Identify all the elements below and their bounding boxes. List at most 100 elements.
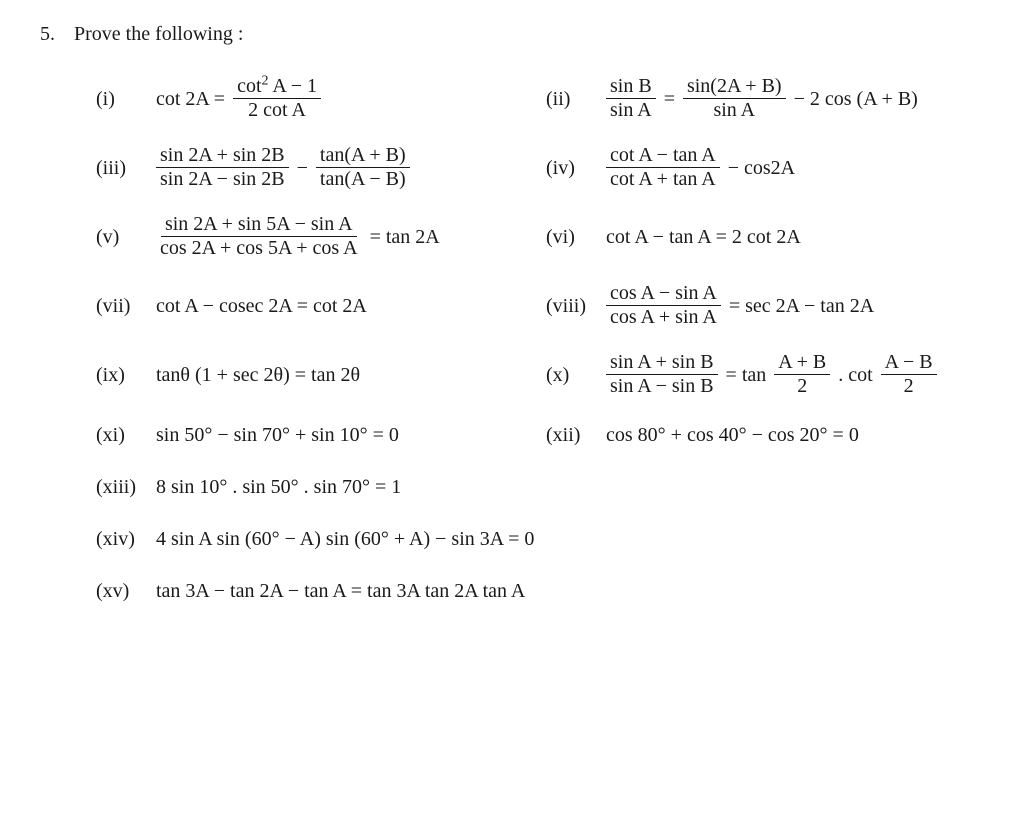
text-segment: cot 2A =	[156, 85, 225, 113]
fraction: cot2 A − 12 cot A	[233, 76, 321, 121]
expression: 4 sin A sin (60° − A) sin (60° + A) − si…	[152, 525, 538, 553]
item-roman: (vi)	[546, 223, 602, 251]
text-segment: cot A − tan A = 2 cot 2A	[606, 223, 801, 251]
pair-row: (ix)tanθ (1 + sec 2θ) = tan 2θ(x)sin A +…	[96, 352, 984, 397]
text-segment: 8 sin 10° . sin 50° . sin 70° = 1	[156, 473, 401, 501]
expression: cot A − tan A = 2 cot 2A	[602, 223, 805, 251]
expression: cot A − cosec 2A = cot 2A	[152, 292, 371, 320]
item-roman: (xv)	[96, 577, 152, 605]
text-segment: 4 sin A sin (60° − A) sin (60° + A) − si…	[156, 525, 534, 553]
fraction-numerator: cot A − tan A	[606, 145, 720, 168]
item-roman: (vii)	[96, 292, 152, 320]
problem-item: (xii)cos 80° + cos 40° − cos 20° = 0	[546, 421, 863, 449]
pair-row: (xiii)8 sin 10° . sin 50° . sin 70° = 1	[96, 473, 984, 501]
fraction-numerator: cos A − sin A	[606, 283, 721, 306]
fraction-denominator: tan(A − B)	[316, 168, 410, 190]
fraction-denominator: 2 cot A	[244, 99, 310, 121]
expression: tan 3A − tan 2A − tan A = tan 3A tan 2A …	[152, 577, 529, 605]
fraction-denominator: 2	[793, 375, 811, 397]
text-segment: = tan	[726, 361, 767, 389]
problem-item: (iv)cot A − tan Acot A + tan A − cos2A	[546, 145, 799, 190]
text-segment: =	[664, 85, 675, 113]
fraction: cos A − sin Acos A + sin A	[606, 283, 721, 328]
problem-item: (xiv)4 sin A sin (60° − A) sin (60° + A)…	[96, 525, 984, 553]
question-header: 5. Prove the following :	[40, 20, 984, 48]
item-roman: (ii)	[546, 85, 602, 113]
fraction-numerator: A − B	[881, 352, 937, 375]
fraction-numerator: A + B	[774, 352, 830, 375]
problem-item: (xi)sin 50° − sin 70° + sin 10° = 0	[96, 421, 546, 449]
pair-row: (v)sin 2A + sin 5A − sin Acos 2A + cos 5…	[96, 214, 984, 259]
problem-item: (ix)tanθ (1 + sec 2θ) = tan 2θ	[96, 361, 546, 389]
item-roman: (i)	[96, 85, 152, 113]
question-number: 5.	[40, 20, 74, 48]
problem-item: (xiii)8 sin 10° . sin 50° . sin 70° = 1	[96, 473, 984, 501]
fraction-denominator: sin A − sin B	[606, 375, 718, 397]
fraction-denominator: sin A	[709, 99, 759, 121]
items-container: (i)cot 2A =cot2 A − 12 cot A(ii)sin Bsin…	[96, 76, 984, 605]
expression: sin 2A + sin 5A − sin Acos 2A + cos 5A +…	[152, 214, 444, 259]
pair-row: (vii)cot A − cosec 2A = cot 2A(viii)cos …	[96, 283, 984, 328]
problem-item: (x)sin A + sin Bsin A − sin B= tanA + B2…	[546, 352, 941, 397]
expression: cot A − tan Acot A + tan A − cos2A	[602, 145, 799, 190]
text-segment: cos 80° + cos 40° − cos 20° = 0	[606, 421, 859, 449]
item-roman: (xi)	[96, 421, 152, 449]
problem-item: (v)sin 2A + sin 5A − sin Acos 2A + cos 5…	[96, 214, 546, 259]
problem-item: (xv)tan 3A − tan 2A − tan A = tan 3A tan…	[96, 577, 984, 605]
expression: sin 50° − sin 70° + sin 10° = 0	[152, 421, 403, 449]
expression: 8 sin 10° . sin 50° . sin 70° = 1	[152, 473, 405, 501]
problem-item: (vii)cot A − cosec 2A = cot 2A	[96, 292, 546, 320]
text-segment: − 2 cos (A + B)	[794, 85, 918, 113]
item-roman: (xiv)	[96, 525, 152, 553]
expression: sin 2A + sin 2Bsin 2A − sin 2B−tan(A + B…	[152, 145, 414, 190]
text-segment: = sec 2A − tan 2A	[729, 292, 874, 320]
expression: cos 80° + cos 40° − cos 20° = 0	[602, 421, 863, 449]
fraction: sin 2A + sin 2Bsin 2A − sin 2B	[156, 145, 289, 190]
fraction-denominator: sin A	[606, 99, 656, 121]
fraction: sin(2A + B)sin A	[683, 76, 786, 121]
fraction-numerator: sin A + sin B	[606, 352, 718, 375]
problem-item: (ii)sin Bsin A=sin(2A + B)sin A− 2 cos (…	[546, 76, 922, 121]
pair-row: (xv)tan 3A − tan 2A − tan A = tan 3A tan…	[96, 577, 984, 605]
expression: cos A − sin Acos A + sin A = sec 2A − tan…	[602, 283, 878, 328]
fraction: A + B2	[774, 352, 830, 397]
item-roman: (viii)	[546, 292, 602, 320]
text-segment: tan 3A − tan 2A − tan A = tan 3A tan 2A …	[156, 577, 525, 605]
item-roman: (iii)	[96, 154, 152, 182]
fraction-numerator: tan(A + B)	[316, 145, 410, 168]
pair-row: (xi)sin 50° − sin 70° + sin 10° = 0(xii)…	[96, 421, 984, 449]
problem-item: (vi)cot A − tan A = 2 cot 2A	[546, 223, 805, 251]
problem-item: (iii)sin 2A + sin 2Bsin 2A − sin 2B−tan(…	[96, 145, 546, 190]
fraction: A − B2	[881, 352, 937, 397]
text-segment: tanθ (1 + sec 2θ) = tan 2θ	[156, 361, 360, 389]
expression: sin Bsin A=sin(2A + B)sin A− 2 cos (A + …	[602, 76, 922, 121]
pair-row: (iii)sin 2A + sin 2Bsin 2A − sin 2B−tan(…	[96, 145, 984, 190]
expression: tanθ (1 + sec 2θ) = tan 2θ	[152, 361, 364, 389]
fraction-numerator: sin 2A + sin 5A − sin A	[161, 214, 357, 237]
item-roman: (v)	[96, 223, 152, 251]
fraction-denominator: cos A + sin A	[606, 306, 721, 328]
fraction-numerator: cot2 A − 1	[233, 76, 321, 99]
fraction: sin 2A + sin 5A − sin Acos 2A + cos 5A +…	[156, 214, 362, 259]
fraction-numerator: sin 2A + sin 2B	[156, 145, 289, 168]
fraction: cot A − tan Acot A + tan A	[606, 145, 720, 190]
page: 5. Prove the following : (i)cot 2A = cot2…	[0, 0, 1024, 649]
pair-row: (xiv)4 sin A sin (60° − A) sin (60° + A)…	[96, 525, 984, 553]
text-segment: = tan 2A	[370, 223, 440, 251]
expression: sin A + sin Bsin A − sin B= tanA + B2. c…	[602, 352, 941, 397]
item-roman: (xiii)	[96, 473, 152, 501]
problem-item: (viii)cos A − sin Acos A + sin A = sec 2A…	[546, 283, 878, 328]
item-roman: (x)	[546, 361, 602, 389]
fraction: tan(A + B)tan(A − B)	[316, 145, 410, 190]
fraction: sin Bsin A	[606, 76, 656, 121]
text-segment: − cos2A	[728, 154, 795, 182]
text-segment: . cot	[838, 361, 872, 389]
item-roman: (iv)	[546, 154, 602, 182]
item-roman: (ix)	[96, 361, 152, 389]
text-segment: cot A − cosec 2A = cot 2A	[156, 292, 367, 320]
fraction-numerator: sin B	[606, 76, 656, 99]
fraction-numerator: sin(2A + B)	[683, 76, 786, 99]
fraction-denominator: cot A + tan A	[606, 168, 720, 190]
item-roman: (xii)	[546, 421, 602, 449]
fraction: sin A + sin Bsin A − sin B	[606, 352, 718, 397]
